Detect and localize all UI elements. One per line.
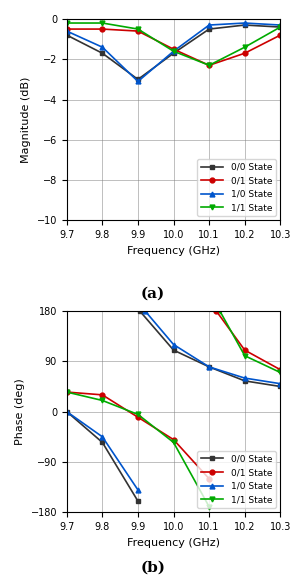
0/1 State [136,414,140,420]
Line: 1/0 State: 1/0 State [64,21,283,84]
Text: (a): (a) [141,287,165,301]
1/1 State [172,439,175,446]
1/0 State [101,433,104,440]
0/1 State [101,392,104,398]
X-axis label: Frequency (GHz): Frequency (GHz) [127,246,220,256]
0/0 State [243,21,247,28]
1/0 State [136,487,140,494]
1/0 State [172,48,175,55]
0/0 State [65,408,69,415]
0/0 State [278,24,282,31]
1/0 State [207,21,211,28]
0/1 State [243,50,247,57]
1/1 State [207,503,211,510]
1/1 State [207,62,211,69]
1/1 State [136,411,140,418]
Y-axis label: Magnitude (dB): Magnitude (dB) [21,77,31,163]
1/0 State [65,28,69,35]
1/1 State [65,20,69,27]
Line: 1/1 State: 1/1 State [64,390,211,509]
Line: 1/1 State: 1/1 State [64,21,283,68]
1/1 State [172,48,175,55]
Text: (b): (b) [140,560,166,574]
1/0 State [101,44,104,50]
Line: 1/0 State: 1/0 State [64,409,140,492]
1/1 State [243,44,247,50]
0/1 State [65,26,69,32]
1/0 State [136,78,140,85]
1/0 State [243,20,247,27]
1/1 State [101,20,104,27]
0/0 State [136,76,140,83]
0/0 State [207,26,211,32]
0/1 State [136,28,140,35]
0/0 State [136,498,140,505]
1/1 State [101,397,104,404]
X-axis label: Frequency (GHz): Frequency (GHz) [127,538,220,548]
Y-axis label: Phase (deg): Phase (deg) [15,378,25,445]
1/1 State [278,24,282,31]
1/0 State [278,21,282,28]
0/1 State [207,62,211,69]
0/1 State [101,26,104,32]
Line: 0/1 State: 0/1 State [64,27,283,68]
0/1 State [172,436,175,443]
0/0 State [101,50,104,57]
Line: 0/0 State: 0/0 State [64,23,283,82]
0/1 State [65,389,69,396]
Line: 0/1 State: 0/1 State [64,390,211,481]
0/0 State [172,50,175,57]
1/1 State [65,389,69,396]
0/1 State [207,475,211,482]
0/1 State [172,46,175,53]
Legend: 0/0 State, 0/1 State, 1/0 State, 1/1 State: 0/0 State, 0/1 State, 1/0 State, 1/1 Sta… [197,451,276,508]
Legend: 0/0 State, 0/1 State, 1/0 State, 1/1 State: 0/0 State, 0/1 State, 1/0 State, 1/1 Sta… [197,159,276,216]
1/1 State [136,26,140,32]
0/0 State [101,439,104,446]
1/0 State [65,408,69,415]
Line: 0/0 State: 0/0 State [64,409,140,503]
0/0 State [65,32,69,39]
0/1 State [278,32,282,39]
